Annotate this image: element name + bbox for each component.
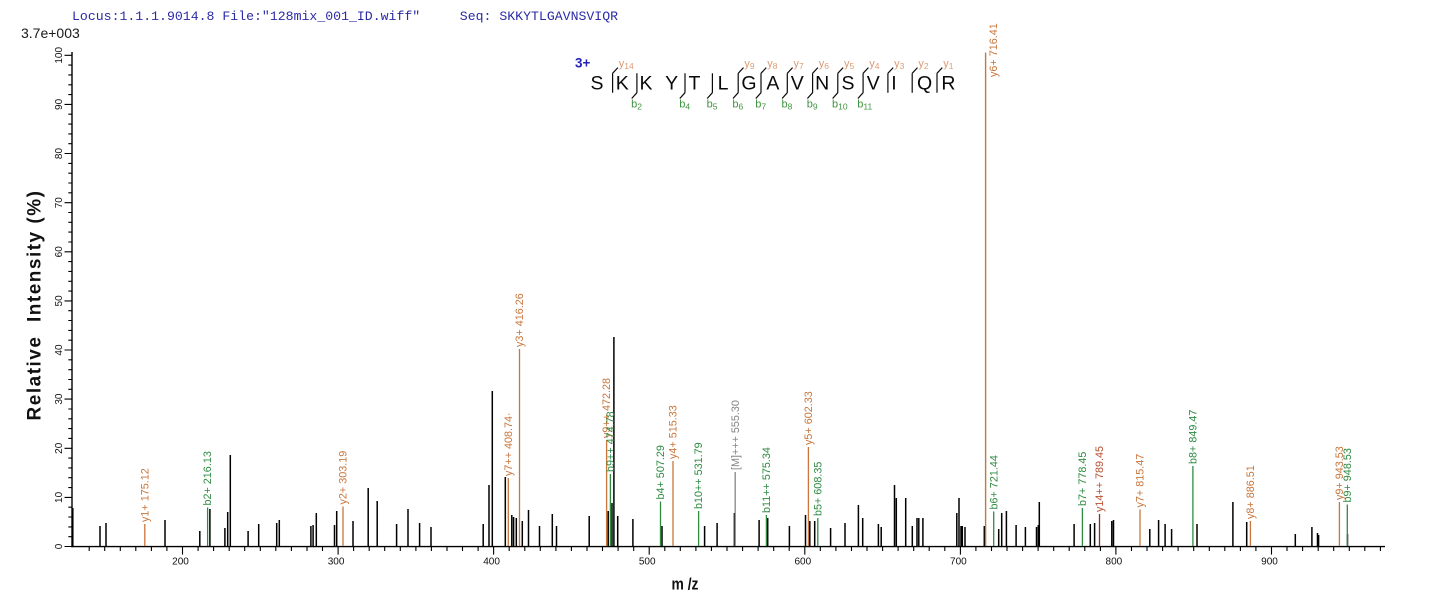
svg-text:b8: b8 [782, 99, 793, 112]
svg-text:500: 500 [639, 557, 656, 568]
svg-text:300: 300 [328, 557, 345, 568]
svg-text:400: 400 [483, 557, 500, 568]
svg-text:b4: b4 [679, 99, 690, 112]
svg-text:y9++ 472.28: y9++ 472.28 [601, 378, 613, 438]
svg-text:b9++ 474.78: b9++ 474.78 [605, 411, 617, 472]
svg-text:y6+ 716.41: y6+ 716.41 [988, 23, 1000, 77]
svg-text:100: 100 [54, 47, 65, 64]
svg-text:b9+ 948.53: b9+ 948.53 [1342, 448, 1354, 502]
svg-text:V: V [867, 73, 880, 95]
svg-text:T: T [689, 73, 701, 95]
svg-text:y3+ 416.26: y3+ 416.26 [514, 293, 526, 347]
svg-text:y14++ 789.45: y14++ 789.45 [1094, 446, 1106, 512]
svg-text:b11: b11 [857, 99, 872, 112]
svg-text:b8+ 849.47: b8+ 849.47 [1188, 410, 1200, 464]
svg-text:3+: 3+ [575, 56, 591, 71]
svg-text:40: 40 [54, 344, 65, 356]
svg-text:200: 200 [172, 557, 189, 568]
svg-text:20: 20 [54, 442, 65, 454]
svg-text:Q: Q [917, 73, 932, 95]
svg-text:700: 700 [950, 557, 967, 568]
svg-text:y3: y3 [894, 58, 905, 71]
svg-text:3.7e+003: 3.7e+003 [21, 25, 80, 41]
svg-text:m /z: m /z [672, 575, 699, 594]
svg-text:80: 80 [54, 148, 65, 160]
svg-text:30: 30 [54, 393, 65, 405]
svg-text:y8: y8 [767, 58, 778, 71]
svg-text:y1+ 175.12: y1+ 175.12 [139, 468, 151, 522]
svg-text:A: A [766, 73, 779, 95]
svg-text:b10++ 531.79: b10++ 531.79 [693, 442, 705, 509]
svg-text:G: G [741, 73, 756, 95]
svg-text:y7+ 815.47: y7+ 815.47 [1135, 454, 1147, 508]
svg-text:y7: y7 [794, 58, 805, 71]
svg-text:Locus:1.1.1.9014.8 File:"128mi: Locus:1.1.1.9014.8 File:"128mix_001_ID.w… [72, 9, 618, 24]
svg-text:y4+ 515.33: y4+ 515.33 [668, 405, 680, 459]
svg-text:N: N [815, 73, 829, 95]
svg-text:70: 70 [54, 197, 65, 209]
svg-text:K: K [639, 73, 652, 95]
svg-text:S: S [590, 73, 603, 95]
svg-text:S: S [841, 73, 854, 95]
svg-text:b4+ 507.29: b4+ 507.29 [655, 445, 667, 499]
svg-text:50: 50 [54, 295, 65, 307]
svg-text:y9+ 943.53: y9+ 943.53 [1334, 446, 1346, 500]
svg-text:y14: y14 [619, 58, 634, 71]
svg-text:600: 600 [794, 557, 811, 568]
svg-text:[M]+++ 555.30: [M]+++ 555.30 [730, 400, 742, 470]
svg-text:0: 0 [54, 543, 65, 549]
svg-text:I: I [891, 73, 896, 95]
svg-text:y6: y6 [819, 58, 830, 71]
svg-text:y5+ 602.33: y5+ 602.33 [803, 391, 815, 445]
svg-text:b7+ 778.45: b7+ 778.45 [1077, 452, 1089, 506]
svg-text:R: R [941, 73, 955, 95]
svg-text:800: 800 [1106, 557, 1123, 568]
svg-text:b5+ 608.35: b5+ 608.35 [812, 462, 824, 516]
svg-text:K: K [616, 73, 629, 95]
svg-text:900: 900 [1261, 557, 1278, 568]
svg-text:L: L [718, 73, 729, 95]
svg-text:Relative Intensity (%): Relative Intensity (%) [25, 190, 46, 421]
svg-text:90: 90 [54, 98, 65, 110]
svg-text:y8+ 886.51: y8+ 886.51 [1245, 465, 1257, 519]
svg-text:b10: b10 [832, 99, 848, 112]
svg-text:V: V [791, 73, 804, 95]
svg-text:Y: Y [665, 73, 678, 95]
svg-text:b11++ 575.34: b11++ 575.34 [761, 447, 773, 513]
svg-text:y7++ 408.74·: y7++ 408.74· [503, 412, 515, 476]
svg-text:60: 60 [54, 246, 65, 258]
svg-text:b7: b7 [755, 99, 766, 112]
svg-text:b2+ 216.13: b2+ 216.13 [202, 451, 214, 505]
svg-text:y4: y4 [869, 58, 880, 71]
svg-text:y1: y1 [943, 58, 954, 71]
svg-text:y5: y5 [844, 58, 855, 71]
svg-text:b5: b5 [707, 99, 718, 112]
svg-text:y9: y9 [744, 58, 755, 71]
svg-text:b9: b9 [807, 99, 818, 112]
svg-text:b6: b6 [732, 99, 743, 112]
svg-text:y2+ 303.19: y2+ 303.19 [338, 451, 350, 505]
svg-text:y2: y2 [918, 58, 929, 71]
svg-text:b6+ 721.44: b6+ 721.44 [988, 455, 1000, 509]
svg-text:10: 10 [54, 491, 65, 503]
svg-text:b2: b2 [631, 99, 642, 112]
